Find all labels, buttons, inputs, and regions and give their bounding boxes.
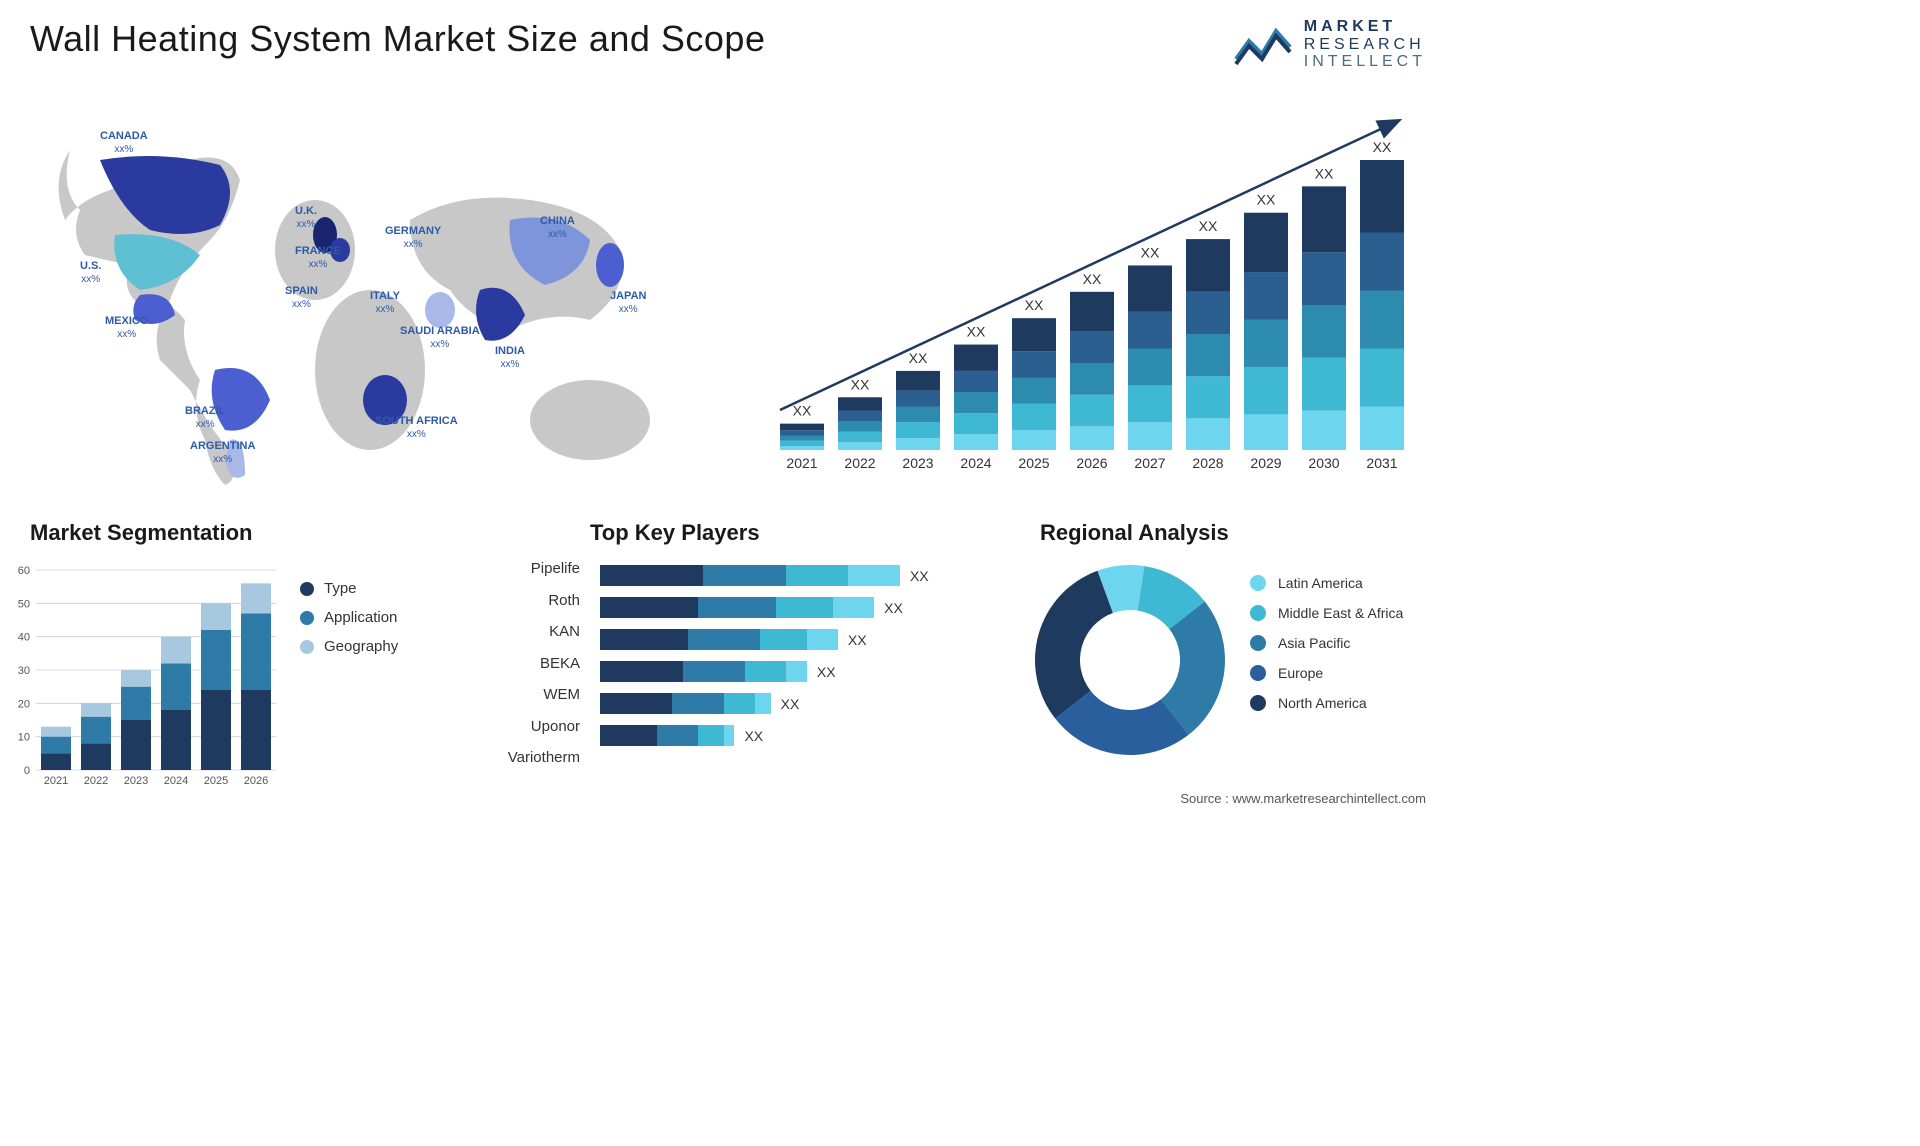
svg-text:0: 0 <box>24 765 30 777</box>
svg-text:2021: 2021 <box>44 775 68 787</box>
page-title: Wall Heating System Market Size and Scop… <box>30 18 765 60</box>
player-name: WEM <box>480 684 580 707</box>
map-label: ARGENTINAxx% <box>190 440 255 466</box>
region-legend-item: Middle East & Africa <box>1250 605 1403 621</box>
donut-chart <box>1030 560 1230 760</box>
seg-legend-item: Application <box>300 609 398 626</box>
svg-text:2023: 2023 <box>902 455 933 471</box>
svg-text:2026: 2026 <box>244 775 268 787</box>
svg-text:XX: XX <box>967 324 986 340</box>
svg-text:XX: XX <box>851 376 870 392</box>
svg-text:XX: XX <box>1025 297 1044 313</box>
player-name: Variotherm <box>480 747 580 770</box>
svg-text:10: 10 <box>18 732 30 744</box>
region-legend-item: Asia Pacific <box>1250 635 1403 651</box>
logo-line2: RESEARCH <box>1304 36 1426 54</box>
player-name: KAN <box>480 621 580 644</box>
svg-text:XX: XX <box>1257 192 1276 208</box>
player-bar-row: XX <box>600 725 970 746</box>
segmentation-title: Market Segmentation <box>30 520 570 546</box>
map-label: U.K.xx% <box>295 205 317 231</box>
svg-text:2030: 2030 <box>1308 455 1339 471</box>
logo-icon <box>1234 19 1294 69</box>
svg-text:60: 60 <box>18 565 30 577</box>
svg-text:2025: 2025 <box>204 775 228 787</box>
svg-text:XX: XX <box>793 403 812 419</box>
world-map: CANADAxx% U.S.xx% MEXICOxx% BRAZILxx% ARGENT… <box>30 90 730 490</box>
svg-text:2022: 2022 <box>844 455 875 471</box>
svg-text:2024: 2024 <box>960 455 991 471</box>
svg-text:XX: XX <box>1199 218 1218 234</box>
segmentation-legend: Type Application Geography <box>300 580 398 667</box>
source-text: Source : www.marketresearchintellect.com <box>1180 791 1426 806</box>
logo-line3: INTELLECT <box>1304 53 1426 71</box>
svg-text:2023: 2023 <box>124 775 148 787</box>
region-legend-item: North America <box>1250 695 1403 711</box>
player-name: Roth <box>480 590 580 613</box>
svg-text:XX: XX <box>1315 165 1334 181</box>
svg-text:2021: 2021 <box>786 455 817 471</box>
players-title: Top Key Players <box>590 520 1070 546</box>
seg-legend-item: Geography <box>300 638 398 655</box>
svg-text:2022: 2022 <box>84 775 108 787</box>
svg-text:2029: 2029 <box>1250 455 1281 471</box>
map-label: SAUDI ARABIAxx% <box>400 325 480 351</box>
svg-text:20: 20 <box>18 698 30 710</box>
svg-text:40: 40 <box>18 632 30 644</box>
map-label: ITALYxx% <box>370 290 400 316</box>
svg-text:2028: 2028 <box>1192 455 1223 471</box>
map-label: GERMANYxx% <box>385 225 441 251</box>
region-legend-item: Latin America <box>1250 575 1403 591</box>
player-bar-row: XX <box>600 565 970 586</box>
map-label: SPAINxx% <box>285 285 318 311</box>
map-label: FRANCExx% <box>295 245 341 271</box>
map-label: MEXICOxx% <box>105 315 148 341</box>
map-label: BRAZILxx% <box>185 405 225 431</box>
svg-text:2025: 2025 <box>1018 455 1049 471</box>
logo-line1: MARKET <box>1304 18 1426 36</box>
map-label: U.S.xx% <box>80 260 101 286</box>
player-bar-row: XX <box>600 597 970 618</box>
players-list: Pipelife Roth KAN BEKA WEM Uponor Variotherm <box>480 558 580 779</box>
map-label: JAPANxx% <box>610 290 646 316</box>
svg-text:XX: XX <box>909 350 928 366</box>
player-bar-row: XX <box>600 629 970 650</box>
svg-text:50: 50 <box>18 598 30 610</box>
player-name: Uponor <box>480 716 580 739</box>
seg-legend-item: Type <box>300 580 398 597</box>
growth-chart: XX 2021 XX 2022 XX 2023 XX 2024 XX 2025 XX 2026 XX 20… <box>770 100 1420 480</box>
svg-text:2027: 2027 <box>1134 455 1165 471</box>
svg-text:2031: 2031 <box>1366 455 1397 471</box>
svg-text:XX: XX <box>1141 244 1160 260</box>
svg-text:30: 30 <box>18 665 30 677</box>
map-label: SOUTH AFRICAxx% <box>375 415 458 441</box>
player-name: Pipelife <box>480 558 580 581</box>
region-title: Regional Analysis <box>1040 520 1229 546</box>
map-label: CHINAxx% <box>540 215 575 241</box>
svg-text:2026: 2026 <box>1076 455 1107 471</box>
player-name: BEKA <box>480 653 580 676</box>
region-legend: Latin America Middle East & Africa Asia Pa… <box>1250 575 1403 725</box>
map-label: CANADAxx% <box>100 130 148 156</box>
player-bar-row: XX <box>600 661 970 682</box>
region-legend-item: Europe <box>1250 665 1403 681</box>
svg-text:XX: XX <box>1373 139 1392 155</box>
player-bar-row: XX <box>600 693 970 714</box>
segmentation-chart: 0 10 20 30 40 50 60 2021 2022 2023 2024 2025 2026 <box>8 560 278 790</box>
map-label: INDIAxx% <box>495 345 525 371</box>
logo: MARKET RESEARCH INTELLECT <box>1234 18 1426 71</box>
svg-text:2024: 2024 <box>164 775 188 787</box>
players-bars: XX XX XX XX XX XX <box>600 565 970 757</box>
svg-text:XX: XX <box>1083 271 1102 287</box>
